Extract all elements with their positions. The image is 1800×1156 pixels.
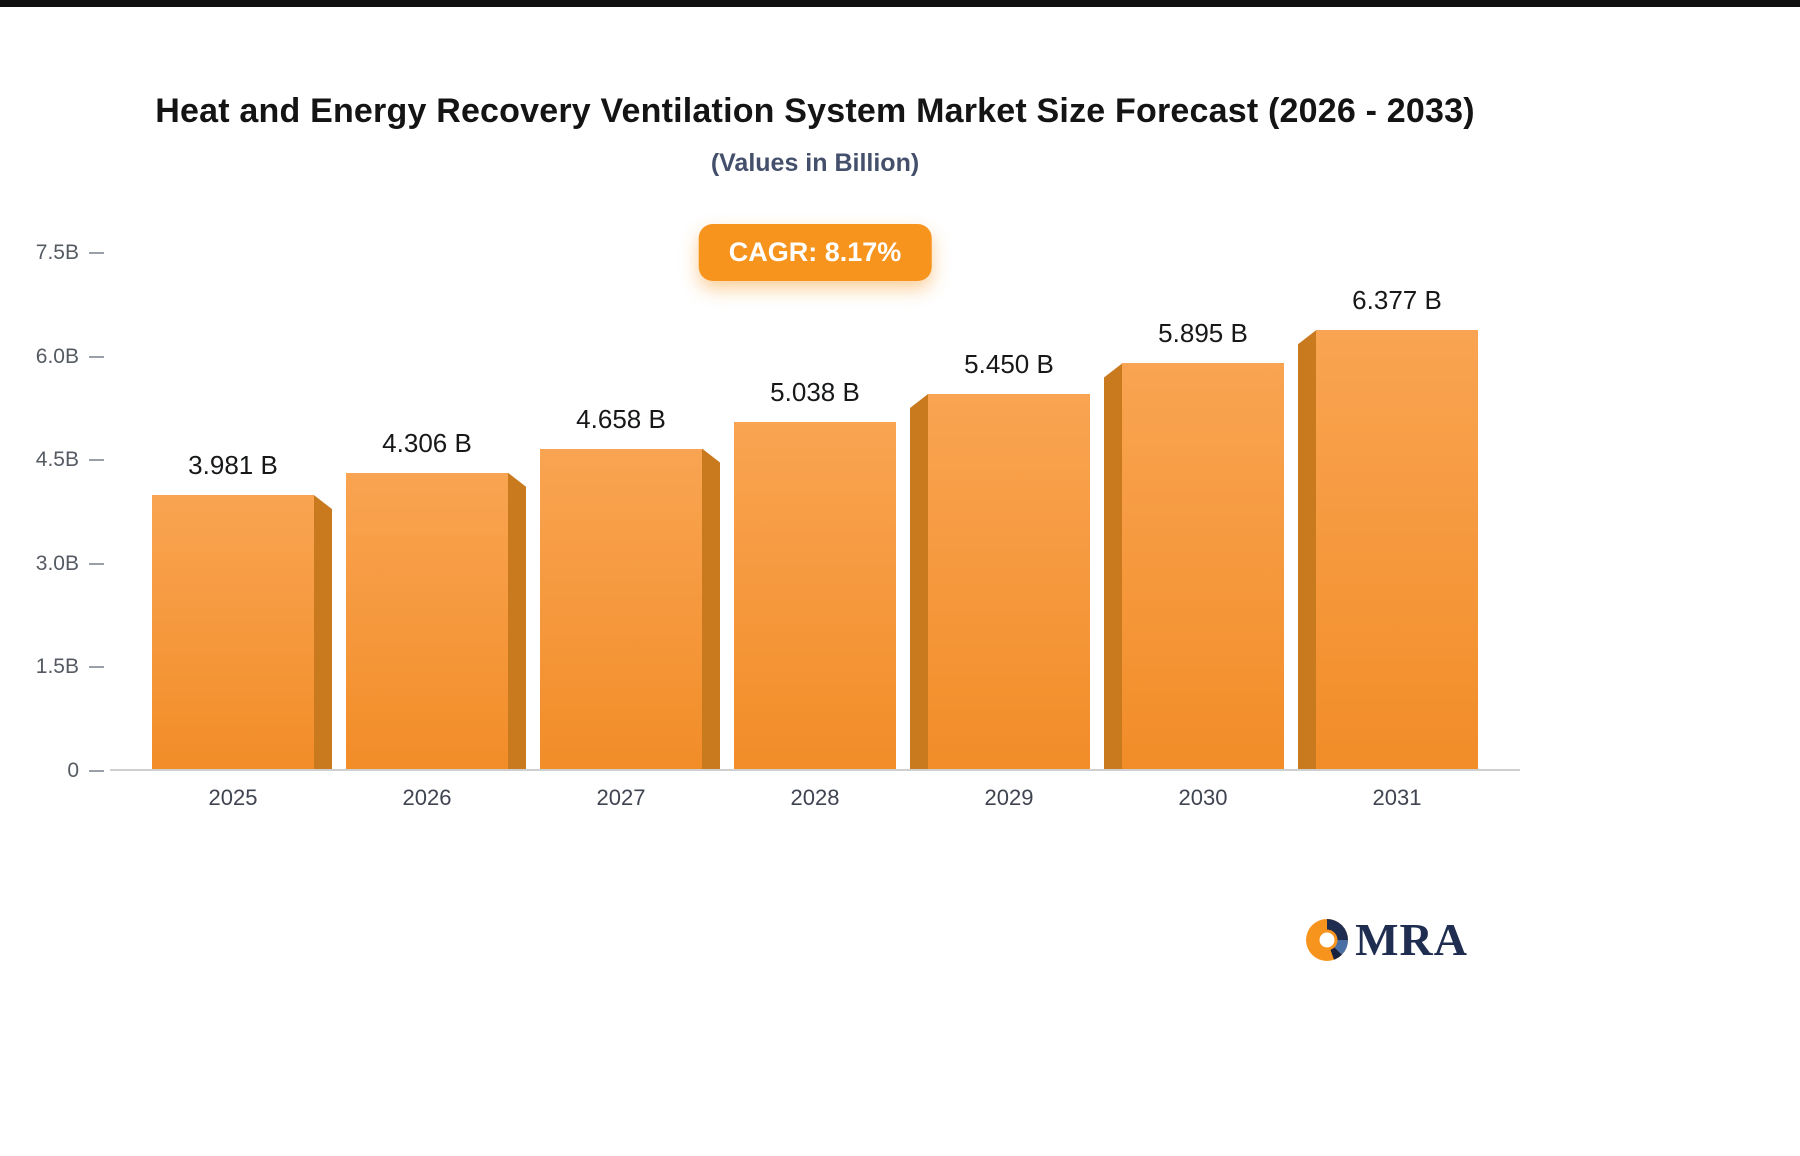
y-tick: 1.5B: [36, 655, 104, 679]
logo-pie-icon: [1306, 919, 1349, 961]
y-tick-mark: [89, 355, 104, 358]
bar-value-label: 5.895 B: [1158, 318, 1248, 349]
x-axis-label: 2025: [208, 785, 258, 810]
y-tick: 3.0B: [36, 552, 104, 576]
x-axis-label: 2030: [1178, 785, 1228, 810]
bar-side-shadow: [508, 472, 526, 769]
chart-subtitle: (Values in Billion): [710, 149, 920, 177]
y-tick-mark: [89, 770, 104, 772]
bar-value-label: 5.038 B: [770, 377, 860, 408]
y-tick-mark: [89, 562, 104, 565]
cagr-badge: CAGR: 8.17%: [698, 224, 932, 281]
bar-2031: 6.377 B: [1298, 285, 1478, 769]
bar-2027: 4.658 B: [540, 404, 720, 769]
bar-group: 4.658 B: [540, 253, 720, 769]
x-axis: 2025 2026 2027 2028 2029 2030 2031: [110, 785, 1520, 811]
bar-side-shadow: [1298, 330, 1316, 769]
bar-side-shadow: [314, 495, 332, 769]
chart-title: Heat and Energy Recovery Ventilation Sys…: [155, 92, 1475, 130]
y-tick: 7.5B: [36, 241, 104, 265]
y-tick-label: 0: [67, 759, 79, 782]
bar-group: 4.306 B: [346, 253, 526, 769]
y-tick-label: 7.5B: [35, 241, 79, 264]
bar-value-label: 4.306 B: [382, 427, 472, 458]
bar-2026: 4.306 B: [346, 428, 526, 769]
bar-group: 3.981 B: [152, 253, 332, 769]
chart-header: Heat and Energy Recovery Ventilation Sys…: [110, 92, 1520, 178]
y-tick-mark: [89, 666, 104, 669]
plot-area: 3.981 B 4.306 B 4.658 B 5.038 B 5.450 B 5.895…: [110, 253, 1520, 771]
bar-2030: 5.895 B: [1104, 318, 1284, 769]
y-tick: 0: [67, 759, 104, 783]
y-tick-label: 1.5B: [35, 655, 79, 679]
y-tick-mark: [89, 459, 104, 462]
bar-side-shadow: [1104, 363, 1122, 769]
bar-2029: 5.450 B: [910, 349, 1090, 769]
bar-group: 5.895 B: [1104, 253, 1284, 769]
y-tick-mark: [89, 252, 104, 254]
x-axis-label: 2027: [596, 785, 646, 810]
bar-value-label: 6.377 B: [1352, 285, 1442, 316]
bar-side-shadow: [910, 394, 928, 769]
bar-value-label: 4.658 B: [576, 403, 666, 434]
x-axis-label: 2031: [1372, 785, 1422, 810]
bars: 3.981 B 4.306 B 4.658 B 5.038 B 5.450 B 5.895…: [110, 253, 1520, 769]
bar-2025: 3.981 B: [152, 450, 332, 769]
logo-text: MRA: [1355, 914, 1468, 965]
y-tick: 6.0B: [36, 345, 104, 369]
brand-logo: MRA: [1303, 916, 1468, 964]
bar-group: 6.377 B: [1298, 253, 1478, 769]
y-tick: 4.5B: [36, 448, 104, 472]
x-axis-label: 2028: [790, 785, 840, 810]
bar-group: 5.038 B: [734, 253, 896, 769]
bar-value-label: 3.981 B: [188, 450, 278, 481]
x-axis-label: 2029: [984, 785, 1034, 810]
y-axis: 7.5B 6.0B 4.5B 3.0B 1.5B 0: [0, 241, 104, 782]
y-tick-label: 3.0B: [35, 551, 79, 575]
bar-group: 5.450 B: [910, 253, 1090, 769]
y-tick-label: 4.5B: [35, 448, 79, 472]
y-tick-label: 6.0B: [35, 344, 79, 368]
bar-value-label: 5.450 B: [964, 349, 1054, 380]
top-border-strip: [0, 0, 1800, 7]
bar-2028: 5.038 B: [734, 377, 896, 769]
x-axis-label: 2026: [402, 785, 452, 810]
bar-side-shadow: [702, 448, 720, 769]
